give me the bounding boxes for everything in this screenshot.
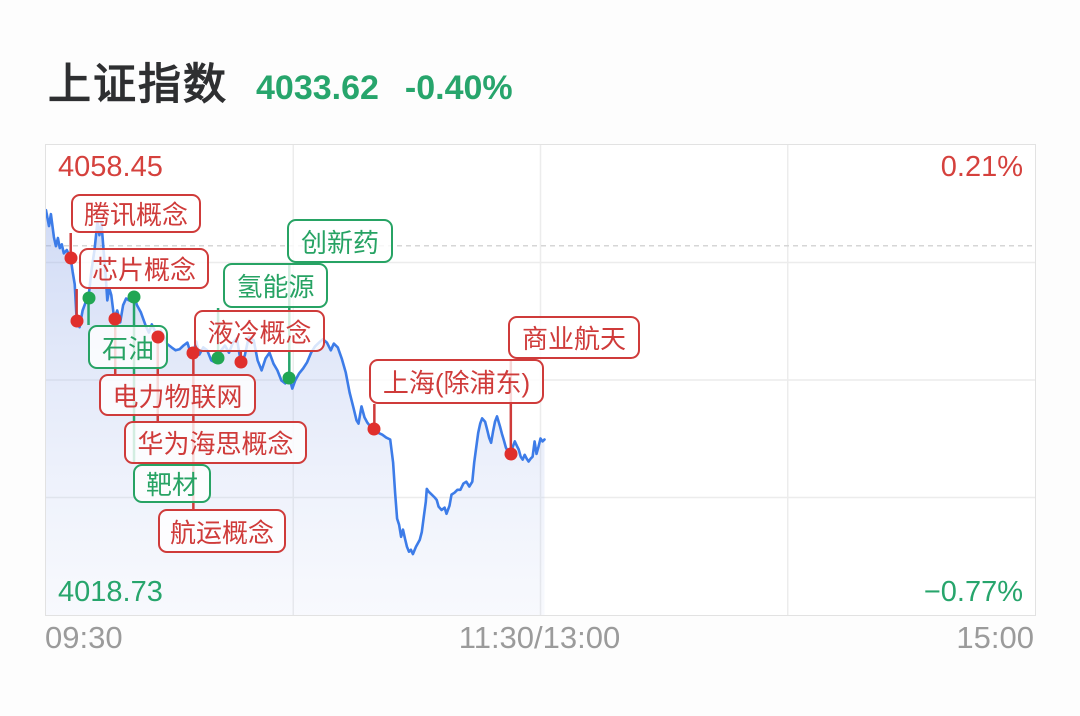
- sector-label-box[interactable]: 创新药: [287, 219, 393, 263]
- sector-label-box[interactable]: 芯片概念: [79, 248, 209, 289]
- sector-label-box[interactable]: 靶材: [133, 464, 211, 503]
- sector-label-box[interactable]: 商业航天: [508, 316, 640, 359]
- chart-high-percent: 0.21%: [940, 151, 1023, 183]
- annotation-dot: [211, 351, 225, 365]
- time-tick-open: 09:30: [45, 620, 123, 655]
- annotation-dot: [70, 314, 84, 328]
- time-axis: 09:30 11:30/13:00 15:00: [45, 620, 1034, 664]
- sector-label-box[interactable]: 石油: [88, 325, 168, 369]
- annotation-dot: [82, 291, 96, 304]
- time-tick-noon: 11:30/13:00: [458, 620, 621, 655]
- sector-label-box[interactable]: 液冷概念: [194, 310, 325, 352]
- chart-low-value: 4018.73: [58, 576, 163, 608]
- index-quote: 4033.62 -0.40%: [256, 69, 513, 108]
- index-price: 4033.62: [256, 69, 379, 107]
- annotation-dot: [234, 355, 248, 369]
- annotation-dot: [186, 346, 200, 360]
- sector-label-box[interactable]: 氢能源: [223, 263, 328, 308]
- chart-low-percent: −0.77%: [923, 576, 1023, 608]
- sector-label-box[interactable]: 电力物联网: [99, 374, 256, 416]
- annotation-dot: [282, 371, 296, 385]
- intraday-chart-area[interactable]: 4058.45 0.21% 4018.73 −0.77% 腾讯概念芯片概念 创新药…: [45, 144, 1036, 616]
- annotation-dot: [108, 312, 122, 326]
- annotation-dot: [127, 290, 141, 304]
- index-name: 上证指数: [48, 61, 228, 109]
- sector-label-box[interactable]: 华为海思概念: [124, 421, 307, 464]
- sector-label-box[interactable]: 腾讯概念: [71, 194, 201, 233]
- sector-label-box[interactable]: 航运概念: [158, 509, 286, 553]
- chart-high-value: 4058.45: [58, 151, 163, 183]
- annotation-dot: [504, 447, 518, 461]
- index-change-percent: -0.40%: [404, 69, 513, 107]
- annotation-dot: [64, 251, 78, 265]
- sector-label-box[interactable]: 上海(除浦东): [369, 359, 544, 404]
- index-header: 上证指数 4033.62 -0.40%: [48, 50, 513, 112]
- annotation-dot: [151, 330, 165, 344]
- annotation-dot: [367, 422, 381, 436]
- time-tick-close: 15:00: [956, 620, 1034, 655]
